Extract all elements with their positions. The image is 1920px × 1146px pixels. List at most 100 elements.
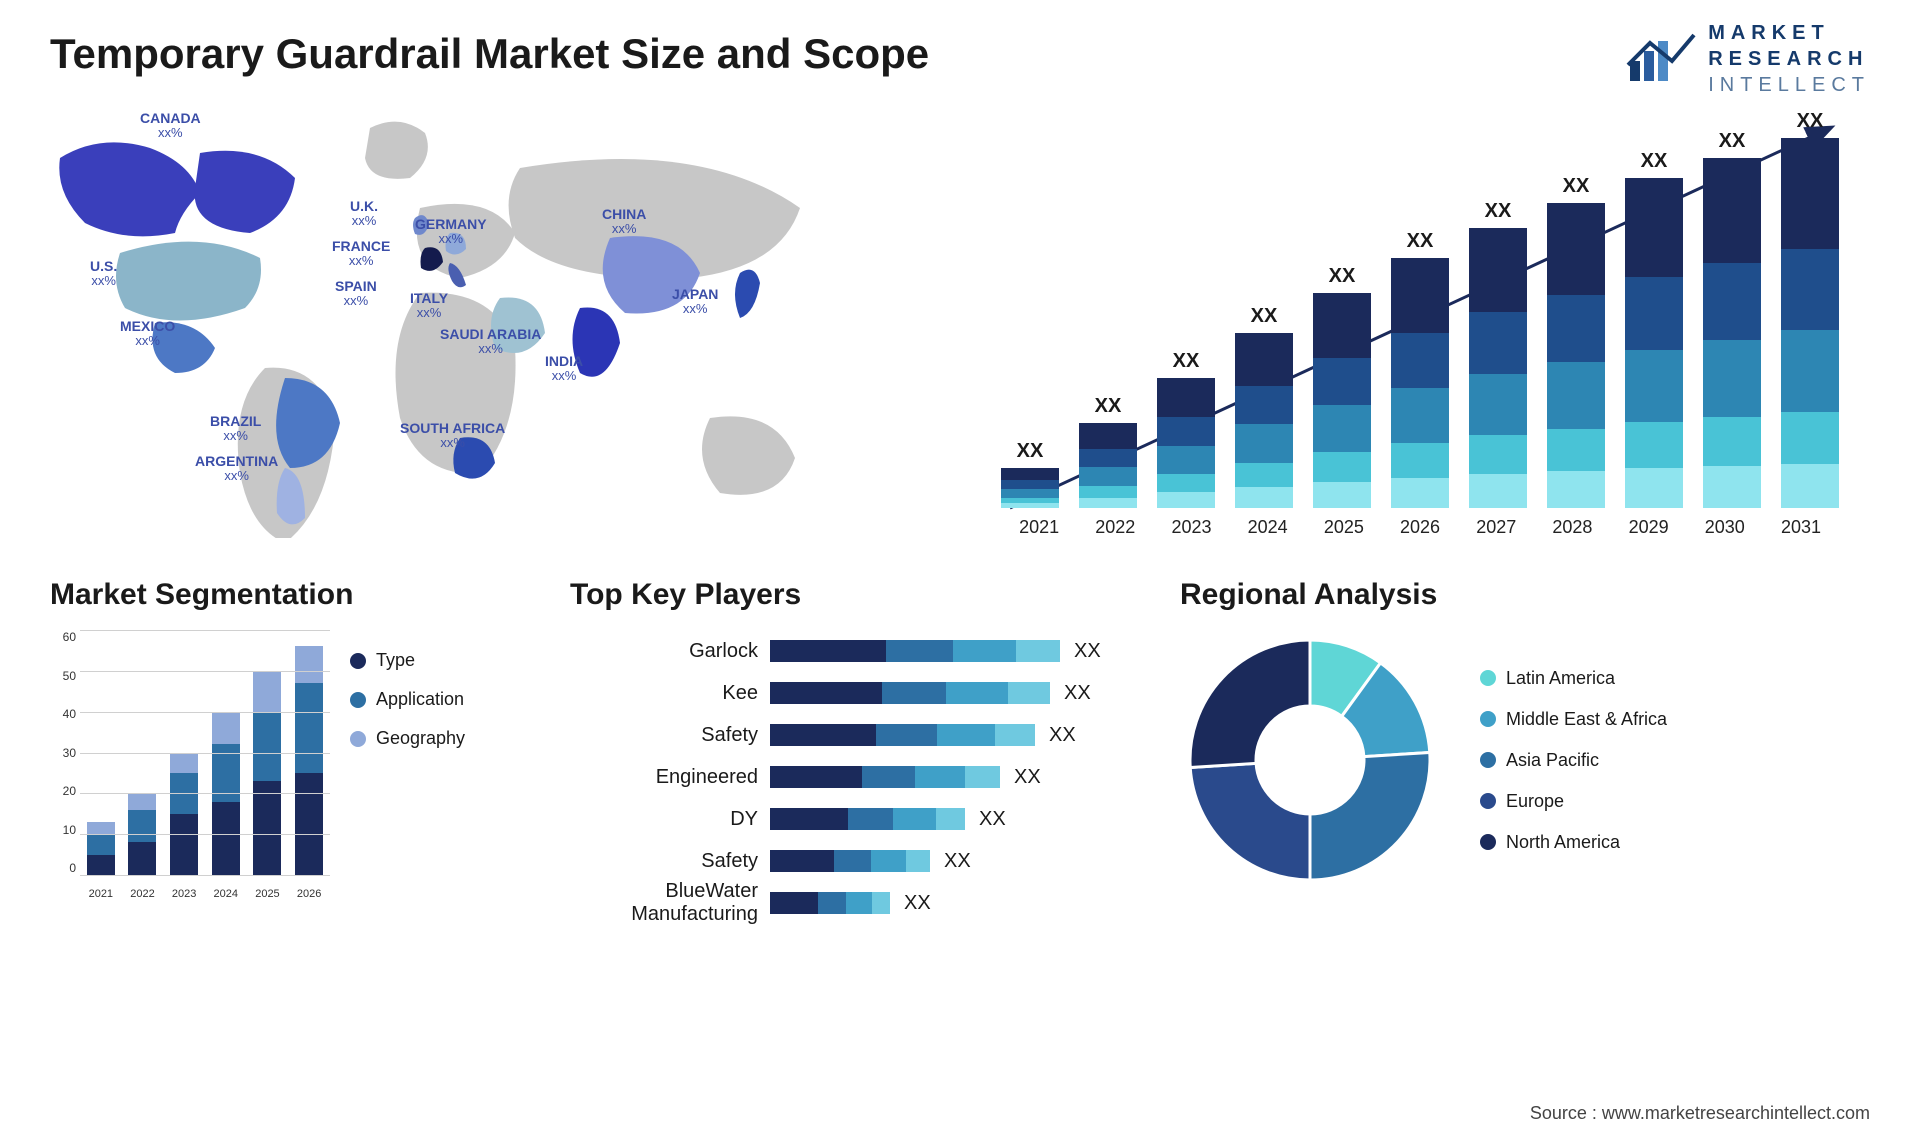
seg-xtick-2021: 2021 — [89, 888, 113, 900]
growth-value-2022: XX — [1079, 395, 1137, 418]
keyp-value-3: XX — [1014, 766, 1041, 789]
seg-ytick-50: 50 — [50, 669, 76, 683]
map-label-spain: SPAINxx% — [335, 278, 377, 309]
keyp-row-3: EngineeredXX — [570, 756, 1130, 798]
growth-bar-2024: XX — [1235, 333, 1293, 508]
keyp-bar-5 — [770, 850, 930, 872]
map-label-u-s-: U.S.xx% — [90, 258, 117, 289]
seg-legend-application: Application — [350, 689, 465, 710]
growth-value-2029: XX — [1625, 150, 1683, 173]
keyp-value-1: XX — [1064, 682, 1091, 705]
donut-slice-europe — [1190, 763, 1310, 880]
seg-xtick-2026: 2026 — [297, 888, 321, 900]
reg-legend-asia-pacific: Asia Pacific — [1480, 750, 1667, 771]
growth-value-2025: XX — [1313, 265, 1371, 288]
keyp-row-5: Safety XX — [570, 840, 1130, 882]
source-label: Source : www.marketresearchintellect.com — [1530, 1103, 1870, 1124]
segmentation-panel: Market Segmentation 6050403020100 202120… — [50, 578, 520, 924]
map-label-argentina: ARGENTINAxx% — [195, 453, 278, 484]
keyp-label-5: Safety — [570, 850, 770, 873]
keyp-value-2: XX — [1049, 724, 1076, 747]
segmentation-chart: 6050403020100 202120222023202420252026 — [50, 630, 330, 900]
regional-panel: Regional Analysis Latin AmericaMiddle Ea… — [1180, 578, 1760, 924]
seg-ytick-40: 40 — [50, 707, 76, 721]
page-title: Temporary Guardrail Market Size and Scop… — [50, 30, 1870, 78]
keyp-row-6: BlueWater Manufacturing XX — [570, 882, 1130, 924]
map-label-canada: CANADAxx% — [140, 110, 201, 141]
reg-legend-north-america: North America — [1480, 832, 1667, 853]
segmentation-legend: Type Application Geography — [350, 630, 465, 900]
seg-ytick-60: 60 — [50, 630, 76, 644]
seg-legend-type: Type — [350, 650, 465, 671]
growth-bar-2021: XX — [1001, 468, 1059, 508]
world-map — [50, 98, 920, 538]
growth-xtick-2026: 2026 — [1382, 517, 1458, 538]
seg-xtick-2022: 2022 — [130, 888, 154, 900]
regional-donut — [1180, 630, 1440, 890]
logo-icon — [1626, 31, 1696, 87]
segmentation-title: Market Segmentation — [50, 578, 520, 612]
growth-xtick-2028: 2028 — [1534, 517, 1610, 538]
seg-ytick-20: 20 — [50, 784, 76, 798]
map-label-south-africa: SOUTH AFRICAxx% — [400, 420, 505, 451]
seg-xtick-2025: 2025 — [255, 888, 279, 900]
growth-xtick-2021: 2021 — [1001, 517, 1077, 538]
reg-legend-europe: Europe — [1480, 791, 1667, 812]
growth-value-2028: XX — [1547, 175, 1605, 198]
growth-xtick-2027: 2027 — [1458, 517, 1534, 538]
keyp-bar-4 — [770, 808, 965, 830]
donut-slice-asia-pacific — [1310, 752, 1430, 880]
keyp-row-2: SafetyXX — [570, 714, 1130, 756]
growth-xtick-2030: 2030 — [1687, 517, 1763, 538]
growth-xtick-2031: 2031 — [1763, 517, 1839, 538]
growth-xtick-2029: 2029 — [1611, 517, 1687, 538]
growth-bar-2025: XX — [1313, 293, 1371, 508]
keyp-value-5: XX — [944, 850, 971, 873]
map-label-brazil: BRAZILxx% — [210, 413, 261, 444]
keyp-value-6: XX — [904, 892, 931, 915]
growth-value-2031: XX — [1781, 110, 1839, 133]
map-label-china: CHINAxx% — [602, 206, 646, 237]
world-map-panel: CANADAxx% U.S.xx% MEXICOxx% BRAZILxx% ARGENT… — [50, 98, 920, 538]
growth-xtick-2024: 2024 — [1230, 517, 1306, 538]
seg-legend-geography: Geography — [350, 728, 465, 749]
keyp-bar-0 — [770, 640, 1060, 662]
map-label-france: FRANCExx% — [332, 238, 390, 269]
keyp-row-0: GarlockXX — [570, 630, 1130, 672]
growth-value-2030: XX — [1703, 130, 1761, 153]
keyp-bar-3 — [770, 766, 1000, 788]
keyp-label-4: DY — [570, 808, 770, 831]
growth-bar-2022: XX — [1079, 423, 1137, 508]
keyp-row-1: KeeXX — [570, 672, 1130, 714]
logo-line1: MARKET — [1708, 20, 1870, 46]
keyp-row-4: DYXX — [570, 798, 1130, 840]
reg-legend-middle-east-africa: Middle East & Africa — [1480, 709, 1667, 730]
keyp-bar-6 — [770, 892, 890, 914]
growth-bar-2028: XX — [1547, 203, 1605, 508]
growth-value-2023: XX — [1157, 350, 1215, 373]
map-label-mexico: MEXICOxx% — [120, 318, 175, 349]
growth-chart-panel: XXXXXXXXXXXXXXXXXXXXXX 20212022202320242… — [980, 98, 1860, 538]
growth-value-2021: XX — [1001, 440, 1059, 463]
map-label-germany: GERMANYxx% — [415, 216, 487, 247]
seg-ytick-0: 0 — [50, 861, 76, 875]
map-label-u-k-: U.K.xx% — [350, 198, 378, 229]
growth-xaxis: 2021202220232024202520262027202820292030… — [980, 517, 1860, 538]
seg-xtick-2024: 2024 — [214, 888, 238, 900]
growth-value-2027: XX — [1469, 200, 1527, 223]
seg-ytick-30: 30 — [50, 746, 76, 760]
brand-logo: MARKET RESEARCH INTELLECT — [1626, 20, 1870, 98]
growth-value-2026: XX — [1391, 230, 1449, 253]
map-label-saudi-arabia: SAUDI ARABIAxx% — [440, 326, 541, 357]
growth-bar-2031: XX — [1781, 138, 1839, 508]
growth-bar-2027: XX — [1469, 228, 1527, 508]
regional-legend: Latin AmericaMiddle East & AfricaAsia Pa… — [1480, 668, 1667, 853]
growth-xtick-2023: 2023 — [1153, 517, 1229, 538]
growth-bar-2023: XX — [1157, 378, 1215, 508]
donut-slice-north-america — [1190, 640, 1310, 768]
keyp-bar-1 — [770, 682, 1050, 704]
growth-xtick-2022: 2022 — [1077, 517, 1153, 538]
seg-xtick-2023: 2023 — [172, 888, 196, 900]
key-players-title: Top Key Players — [570, 578, 1130, 612]
keyp-label-6: BlueWater Manufacturing — [570, 880, 770, 926]
